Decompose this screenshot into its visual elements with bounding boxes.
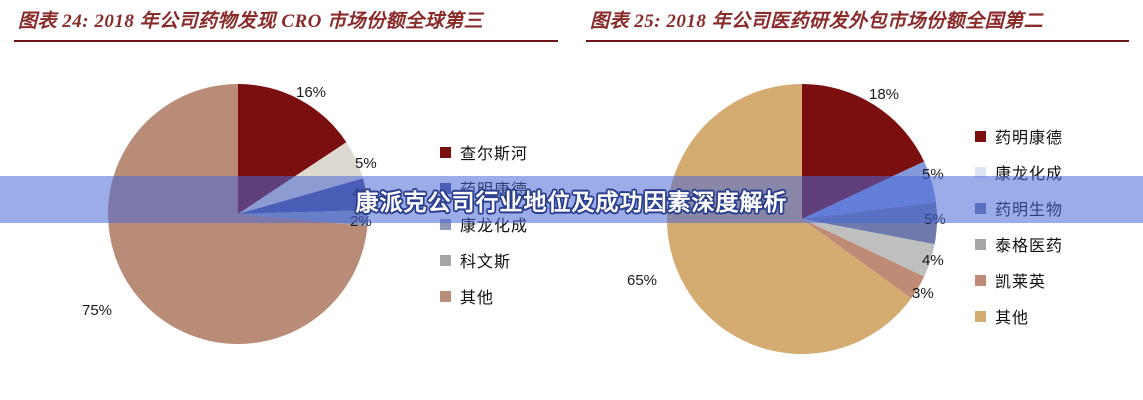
legend-item-label: 科文斯	[460, 254, 512, 271]
legend-item-25-5[interactable]: 其他	[975, 298, 1063, 334]
legend-item-label: 其他	[995, 310, 1030, 327]
pie-chart-25-svg	[667, 84, 937, 354]
legend-item-25-3[interactable]: 泰格医药	[975, 226, 1063, 262]
pie-value-label-25-0: 18%	[869, 86, 900, 103]
legend-swatch-icon	[975, 166, 986, 178]
legend-swatch-icon	[440, 290, 451, 302]
legend-item-24-4[interactable]: 其他	[440, 278, 528, 314]
title-divider-25	[586, 40, 1129, 42]
pie-value-label-25-4: 3%	[912, 285, 934, 302]
pie-chart-25	[667, 84, 937, 354]
legend-item-label: 凯莱英	[995, 274, 1047, 291]
legend-item-25-2[interactable]: 药明生物	[975, 190, 1063, 226]
pie-value-label-24-1: 5%	[355, 155, 377, 172]
pie-value-label-24-3: 2%	[350, 213, 372, 230]
pie-chart-24	[107, 84, 368, 345]
legend-swatch-icon	[975, 202, 986, 214]
pie-value-label-25-5: 65%	[627, 272, 658, 289]
legend-25: 药明康德康龙化成药明生物泰格医药凯莱英其他	[975, 118, 1063, 334]
legend-item-24-2[interactable]: 康龙化成	[440, 206, 528, 242]
pie-slice-25-4	[802, 219, 925, 299]
legend-item-25-1[interactable]: 康龙化成	[975, 154, 1063, 190]
legend-item-24-1[interactable]: 药明康德	[440, 170, 528, 206]
legend-item-label: 药明生物	[995, 202, 1064, 219]
legend-swatch-icon	[440, 146, 451, 158]
legend-item-25-0[interactable]: 药明康德	[975, 118, 1063, 154]
legend-item-label: 查尔斯河	[460, 146, 529, 163]
figure-title-24: 图表 24: 2018 年公司药物发现 CRO 市场份额全球第三	[18, 11, 484, 32]
figure-title-25: 图表 25: 2018 年公司医药研发外包市场份额全国第二	[590, 11, 1044, 32]
legend-item-label: 康龙化成	[995, 166, 1064, 183]
legend-swatch-icon	[440, 254, 451, 266]
pie-slice-25-3	[802, 219, 935, 277]
pie-value-label-25-3: 4%	[922, 252, 944, 269]
title-divider-24	[14, 40, 558, 42]
legend-item-label: 药明康德	[995, 130, 1064, 147]
pie-value-label-25-2: 5%	[924, 211, 946, 228]
legend-swatch-icon	[975, 310, 986, 322]
pie-value-label-25-1: 5%	[922, 166, 944, 183]
pie-value-label-24-2: 4%	[352, 185, 374, 202]
pie-chart-24-svg	[107, 84, 368, 345]
pie-value-label-24-0: 16%	[296, 84, 327, 101]
legend-item-label: 药明康德	[460, 182, 529, 199]
pie-value-label-24-4: 75%	[82, 302, 113, 319]
legend-swatch-icon	[440, 182, 451, 194]
legend-swatch-icon	[440, 218, 451, 230]
legend-item-label: 康龙化成	[460, 218, 529, 235]
legend-24: 查尔斯河药明康德康龙化成科文斯其他	[440, 134, 528, 314]
legend-item-24-3[interactable]: 科文斯	[440, 242, 528, 278]
legend-item-25-4[interactable]: 凯莱英	[975, 262, 1063, 298]
figure-panel-25: 图表 25: 2018 年公司医药研发外包市场份额全国第二 18% 5% 5% …	[572, 0, 1143, 400]
legend-swatch-icon	[975, 274, 986, 286]
figure-panel-24: 图表 24: 2018 年公司药物发现 CRO 市场份额全球第三 16% 5% …	[14, 11, 558, 345]
legend-item-24-0[interactable]: 查尔斯河	[440, 134, 528, 170]
legend-swatch-icon	[975, 130, 986, 142]
legend-item-label: 其他	[460, 290, 495, 307]
legend-swatch-icon	[975, 238, 986, 250]
legend-item-label: 泰格医药	[995, 238, 1064, 255]
